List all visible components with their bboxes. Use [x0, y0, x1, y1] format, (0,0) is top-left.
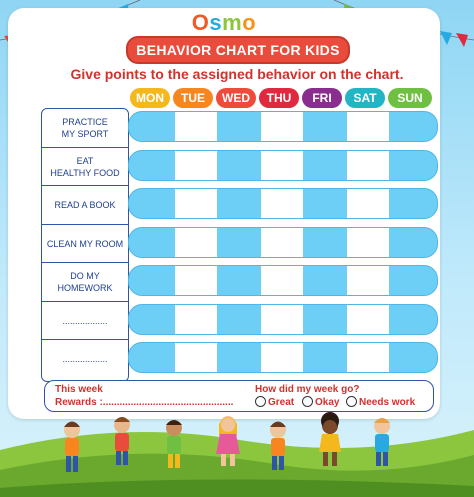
day-cell[interactable] — [175, 112, 217, 141]
day-cell[interactable] — [261, 305, 303, 334]
day-cell[interactable] — [347, 266, 389, 295]
behavior-column: PRACTICE MY SPORT EAT HEALTHY FOOD READ A BO… — [41, 108, 129, 382]
behavior-divider — [42, 262, 128, 263]
day-cell[interactable] — [175, 151, 217, 180]
instruction-text: Give points to the assigned behavior on … — [70, 66, 404, 82]
day-cell[interactable] — [347, 343, 389, 372]
day-cell[interactable] — [261, 343, 303, 372]
behavior-line: EAT — [76, 156, 94, 166]
behavior-row-cells[interactable] — [128, 227, 438, 258]
day-cell[interactable] — [347, 112, 389, 141]
radio-needs-work[interactable] — [346, 396, 357, 407]
day-cell[interactable] — [175, 228, 217, 257]
day-cell[interactable] — [175, 305, 217, 334]
behavior-label: DO MY HOMEWORK — [42, 263, 128, 301]
week-question: How did my week go? — [255, 384, 360, 395]
day-cell[interactable] — [347, 228, 389, 257]
behavior-label: CLEAN MY ROOM — [42, 225, 128, 263]
child-figure — [114, 417, 130, 465]
day-cell[interactable] — [261, 266, 303, 295]
child-figure — [270, 421, 286, 470]
day-header-fri: FRI — [302, 88, 342, 108]
radio-great[interactable] — [255, 396, 266, 407]
child-figure — [166, 420, 182, 468]
behavior-line: HOMEWORK — [57, 283, 113, 293]
day-cell[interactable] — [347, 151, 389, 180]
day-header-mon: MON — [130, 88, 170, 108]
day-cell[interactable] — [347, 305, 389, 334]
day-cell[interactable] — [261, 112, 303, 141]
behavior-row-cells[interactable] — [128, 342, 438, 373]
behavior-line: MY SPORT — [61, 129, 109, 139]
day-header-thu: THU — [259, 88, 299, 108]
rewards-box: This week Rewards :.....................… — [44, 380, 434, 412]
logo-letter: O — [191, 10, 210, 35]
behavior-line: CLEAN MY ROOM — [46, 239, 124, 249]
day-cell[interactable] — [261, 228, 303, 257]
child-figure — [64, 421, 80, 472]
day-cell[interactable] — [347, 189, 389, 218]
child-figure — [319, 412, 341, 466]
behavior-row-cells[interactable] — [128, 265, 438, 296]
option-okay-label: Okay — [315, 397, 340, 408]
behavior-line: PRACTICE — [62, 117, 108, 127]
child-figure — [216, 416, 240, 466]
rewards-line[interactable]: Rewards :...............................… — [55, 397, 234, 408]
behavior-row-cells[interactable] — [128, 150, 438, 181]
behavior-line: HEALTHY FOOD — [50, 168, 120, 178]
day-header-wed: WED — [216, 88, 256, 108]
behavior-divider — [42, 339, 128, 340]
behavior-line: .................. — [62, 354, 108, 364]
day-cell[interactable] — [175, 266, 217, 295]
behavior-line: .................. — [62, 316, 108, 326]
behavior-row-cells[interactable] — [128, 188, 438, 219]
radio-okay[interactable] — [302, 396, 313, 407]
child-figure — [374, 418, 390, 466]
behavior-divider — [42, 185, 128, 186]
behavior-label: .................. — [42, 340, 128, 378]
logo-letter: s — [209, 10, 223, 35]
behavior-divider — [42, 147, 128, 148]
logo-letter: o — [242, 10, 257, 35]
behavior-line: READ A BOOK — [54, 200, 116, 210]
day-header-sat: SAT — [345, 88, 385, 108]
option-needs-work-label: Needs work — [359, 397, 416, 408]
behavior-label: .................. — [42, 302, 128, 340]
behavior-label: EAT HEALTHY FOOD — [42, 148, 128, 186]
option-great-label: Great — [268, 397, 295, 408]
behavior-line: DO MY — [70, 271, 100, 281]
children-illustration — [64, 412, 390, 472]
behavior-divider — [42, 301, 128, 302]
rewards-week-label: This week — [55, 384, 103, 395]
day-cell[interactable] — [175, 343, 217, 372]
day-cell[interactable] — [261, 151, 303, 180]
osmo-logo: Osmo — [0, 10, 448, 36]
chart-title: BEHAVIOR CHART FOR KIDS — [126, 36, 350, 64]
behavior-divider — [42, 224, 128, 225]
behavior-row-cells[interactable] — [128, 304, 438, 335]
day-header-sun: SUN — [388, 88, 432, 108]
behavior-label: READ A BOOK — [42, 186, 128, 224]
logo-letter: m — [222, 10, 243, 35]
day-cell[interactable] — [175, 189, 217, 218]
behavior-label: PRACTICE MY SPORT — [42, 109, 128, 147]
behavior-row-cells[interactable] — [128, 111, 438, 142]
day-cell[interactable] — [261, 189, 303, 218]
day-header-tue: TUE — [173, 88, 213, 108]
